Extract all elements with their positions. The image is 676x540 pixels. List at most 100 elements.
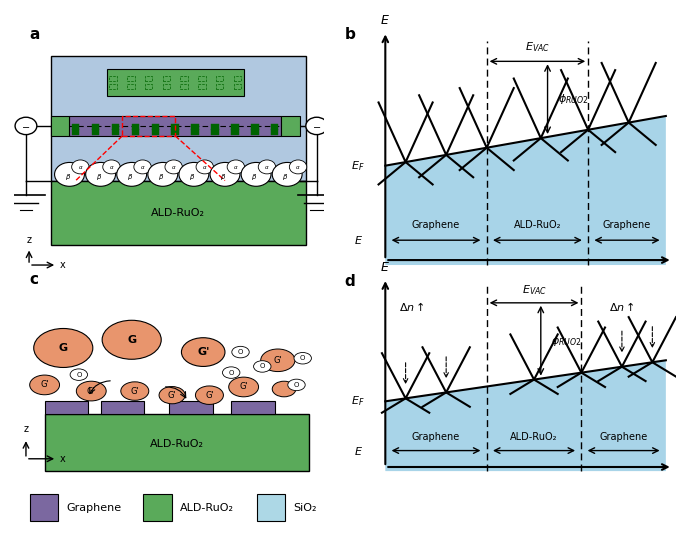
Circle shape xyxy=(241,163,271,186)
Text: G: G xyxy=(59,343,68,353)
Text: $\beta$: $\beta$ xyxy=(220,172,226,182)
Text: G: G xyxy=(127,335,137,345)
Polygon shape xyxy=(385,116,666,265)
Text: Graphene: Graphene xyxy=(66,503,122,512)
Circle shape xyxy=(288,379,305,390)
FancyBboxPatch shape xyxy=(51,56,306,180)
Circle shape xyxy=(72,160,89,174)
Bar xyxy=(112,124,119,130)
Bar xyxy=(180,76,188,81)
Text: $\beta$: $\beta$ xyxy=(189,172,195,182)
Text: $E_F$: $E_F$ xyxy=(352,159,365,173)
Circle shape xyxy=(15,117,37,134)
Circle shape xyxy=(228,377,258,397)
Bar xyxy=(132,124,139,130)
Polygon shape xyxy=(385,360,666,471)
Text: $\beta$: $\beta$ xyxy=(96,172,102,182)
Text: $E_{VAC}$: $E_{VAC}$ xyxy=(521,283,547,296)
Text: $\alpha$: $\alpha$ xyxy=(233,164,239,171)
Text: G': G' xyxy=(130,387,139,396)
Circle shape xyxy=(86,163,116,186)
Circle shape xyxy=(254,361,271,372)
Bar xyxy=(271,124,279,130)
Circle shape xyxy=(210,163,240,186)
Circle shape xyxy=(102,320,162,359)
Text: ALD-RuO₂: ALD-RuO₂ xyxy=(151,208,206,218)
Circle shape xyxy=(134,160,151,174)
Circle shape xyxy=(294,353,312,364)
Text: Graphene: Graphene xyxy=(600,433,648,442)
Text: G': G' xyxy=(239,382,248,392)
Bar xyxy=(145,76,152,81)
Bar xyxy=(216,84,223,89)
Circle shape xyxy=(261,349,295,372)
Bar xyxy=(212,124,219,130)
Text: ALD-RuO₂: ALD-RuO₂ xyxy=(180,503,234,512)
Text: $\phi_{RUO2}$: $\phi_{RUO2}$ xyxy=(551,334,581,348)
Bar xyxy=(191,129,199,135)
Text: $\alpha$: $\alpha$ xyxy=(264,164,270,171)
Circle shape xyxy=(165,160,183,174)
FancyBboxPatch shape xyxy=(231,401,274,414)
Bar xyxy=(231,129,239,135)
Text: $E_F$: $E_F$ xyxy=(352,394,365,408)
Bar xyxy=(145,84,152,89)
Text: c: c xyxy=(29,272,38,287)
Text: a: a xyxy=(29,26,39,42)
FancyBboxPatch shape xyxy=(51,116,70,136)
FancyBboxPatch shape xyxy=(51,180,306,245)
Bar xyxy=(212,129,219,135)
Text: $E_{VAC}$: $E_{VAC}$ xyxy=(525,40,550,54)
Circle shape xyxy=(70,369,87,380)
Text: $\alpha$: $\alpha$ xyxy=(78,164,83,171)
Bar xyxy=(163,84,170,89)
Bar xyxy=(110,84,117,89)
Bar xyxy=(72,124,80,130)
Text: $\phi_{RUO2}$: $\phi_{RUO2}$ xyxy=(558,92,588,106)
Bar xyxy=(172,124,179,130)
FancyBboxPatch shape xyxy=(70,116,281,136)
Text: $E$: $E$ xyxy=(354,234,363,246)
Circle shape xyxy=(55,163,84,186)
Bar xyxy=(231,124,239,130)
Bar xyxy=(151,129,159,135)
Text: $\alpha$: $\alpha$ xyxy=(295,164,301,171)
Text: G': G' xyxy=(274,356,282,365)
Text: Graphene: Graphene xyxy=(603,220,651,230)
Text: $\alpha$: $\alpha$ xyxy=(140,164,145,171)
FancyBboxPatch shape xyxy=(45,401,88,414)
FancyBboxPatch shape xyxy=(143,494,172,521)
Text: SiO₂: SiO₂ xyxy=(293,503,317,512)
Bar xyxy=(163,76,170,81)
Circle shape xyxy=(196,160,214,174)
Bar xyxy=(251,129,258,135)
Circle shape xyxy=(272,163,302,186)
Bar xyxy=(191,124,199,130)
Text: Graphene: Graphene xyxy=(412,433,460,442)
Text: $\alpha$: $\alpha$ xyxy=(109,164,114,171)
Text: G': G' xyxy=(205,390,214,400)
Circle shape xyxy=(34,328,93,367)
Text: $\beta$: $\beta$ xyxy=(251,172,258,182)
Bar xyxy=(151,124,159,130)
Circle shape xyxy=(181,338,225,367)
Text: Graphene: Graphene xyxy=(412,220,460,230)
Circle shape xyxy=(227,160,245,174)
Circle shape xyxy=(179,163,209,186)
Bar xyxy=(234,84,241,89)
Text: ALD-RuO₂: ALD-RuO₂ xyxy=(510,433,558,442)
Text: $\beta$: $\beta$ xyxy=(158,172,164,182)
Circle shape xyxy=(76,381,106,401)
Bar xyxy=(132,129,139,135)
FancyBboxPatch shape xyxy=(281,116,299,136)
Bar xyxy=(251,124,258,130)
Text: ALD-RuO₂: ALD-RuO₂ xyxy=(150,440,203,449)
FancyBboxPatch shape xyxy=(169,401,212,414)
Bar xyxy=(127,84,135,89)
Bar xyxy=(271,129,279,135)
Bar xyxy=(110,76,117,81)
Circle shape xyxy=(195,386,223,404)
Bar xyxy=(127,76,135,81)
Text: $\beta$: $\beta$ xyxy=(283,172,289,182)
Circle shape xyxy=(117,163,147,186)
